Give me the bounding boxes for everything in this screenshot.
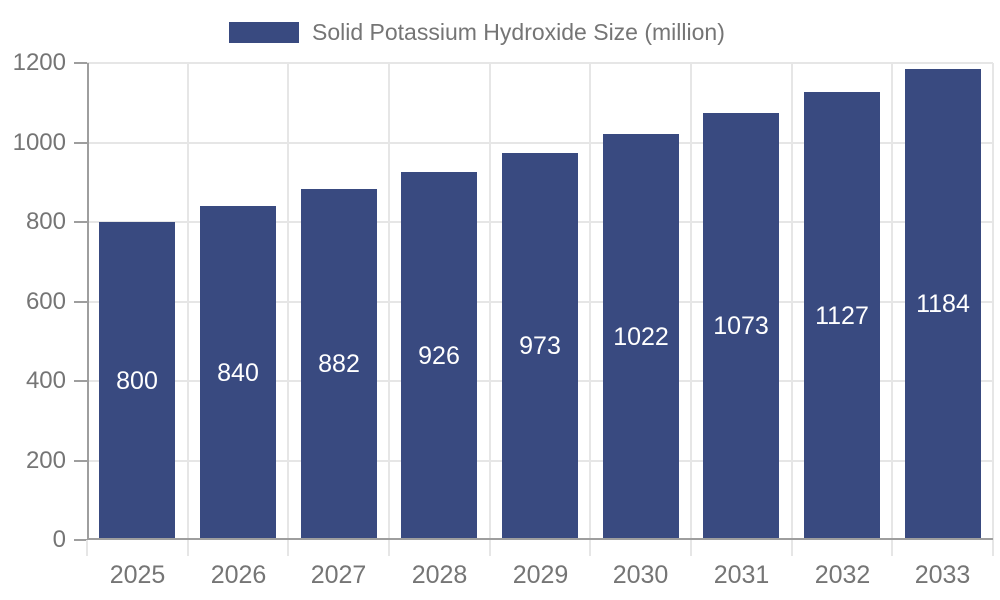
x-gridline (388, 63, 390, 540)
x-axis-label: 2031 (713, 561, 770, 589)
bar-2028: 926 (401, 172, 477, 540)
y-axis-line (87, 63, 89, 540)
bar-2031: 1073 (703, 113, 779, 540)
bar-2027: 882 (301, 189, 377, 540)
bar-value-label: 973 (519, 332, 561, 360)
y-axis-label: 600 (25, 288, 66, 315)
legend-item[interactable]: Solid Potassium Hydroxide Size (million) (229, 19, 725, 46)
x-axis-tick (690, 540, 692, 556)
x-axis-tick (388, 540, 390, 556)
x-axis-tick (86, 540, 88, 556)
x-axis-tick (489, 540, 491, 556)
x-axis-tick (791, 540, 793, 556)
bar-2025: 800 (99, 222, 175, 540)
y-axis-tick (74, 301, 87, 303)
bar-value-label: 1184 (916, 290, 970, 318)
y-gridline (87, 142, 993, 144)
bar-value-label: 840 (217, 358, 259, 387)
y-axis-tick (74, 221, 87, 223)
x-gridline (187, 63, 189, 540)
y-axis-label: 0 (52, 526, 66, 553)
bar-value-label: 926 (418, 341, 460, 370)
bar-2029: 973 (502, 153, 578, 540)
y-axis-label: 800 (25, 208, 66, 235)
y-axis-tick (74, 62, 87, 64)
x-axis-tick (187, 540, 189, 556)
bar-value-label: 1073 (713, 312, 769, 340)
x-axis-tick (891, 540, 893, 556)
x-gridline (992, 63, 994, 540)
y-axis-tick (74, 142, 87, 144)
y-axis-label: 400 (25, 367, 66, 394)
x-axis-label: 2032 (814, 561, 871, 589)
plot-area: 0 200 400 600 800 1000 1200 800 840 882 926 973 1022… (13, 49, 994, 589)
x-axis-label: 2033 (914, 561, 971, 589)
x-axis-tick (287, 540, 289, 556)
x-gridline (791, 63, 793, 540)
x-axis-label: 2027 (310, 561, 367, 589)
x-axis-tick (992, 540, 994, 556)
bar-2026: 840 (200, 206, 276, 540)
bar-2030: 1022 (603, 134, 679, 540)
x-gridline (891, 63, 893, 540)
legend-swatch (229, 22, 299, 43)
y-axis-label: 200 (25, 447, 66, 474)
bar-value-label: 882 (318, 350, 360, 378)
x-axis-label: 2030 (612, 561, 669, 589)
y-axis-tick (74, 380, 87, 382)
x-gridline (287, 63, 289, 540)
x-axis-label: 2026 (210, 561, 267, 589)
y-axis-tick (74, 460, 87, 462)
x-axis-line (87, 538, 993, 540)
bar-value-label: 1022 (613, 322, 669, 351)
bar-2033: 1184 (905, 69, 981, 540)
x-axis-label: 2029 (512, 561, 569, 589)
y-gridline (87, 62, 993, 64)
bar-value-label: 1127 (815, 301, 869, 330)
y-axis-label: 1000 (12, 129, 66, 156)
y-axis-label: 1200 (12, 49, 66, 76)
x-gridline (690, 63, 692, 540)
legend-label: Solid Potassium Hydroxide Size (million) (312, 19, 725, 45)
y-axis-tick (74, 539, 87, 541)
x-axis-label: 2025 (109, 561, 166, 589)
x-gridline (489, 63, 491, 540)
bar-2032: 1127 (804, 92, 880, 540)
bar-value-label: 800 (116, 366, 158, 395)
x-axis-tick (589, 540, 591, 556)
x-gridline (589, 63, 591, 540)
x-axis-label: 2028 (411, 561, 468, 589)
